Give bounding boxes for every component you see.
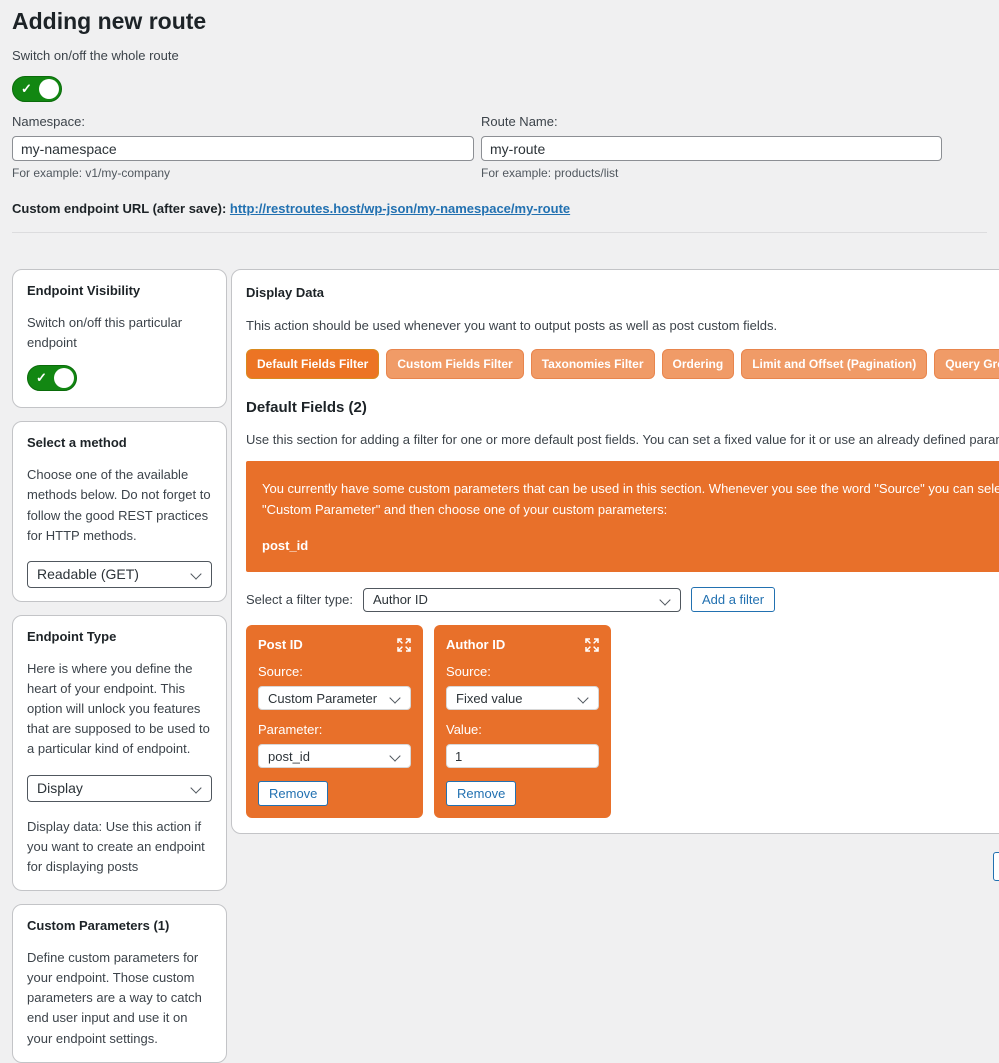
remove-endpoint-button[interactable]: Remove Endpoint [992, 852, 999, 882]
endpoint-type-description: Here is where you define the heart of yo… [27, 660, 210, 757]
filter-card-post-id: Post ID Source: [246, 625, 423, 819]
select-method-description: Choose one of the available methods belo… [27, 467, 211, 543]
tab-query-groups[interactable]: Query Groups [934, 349, 999, 379]
namespace-input[interactable] [12, 136, 474, 161]
endpoint-url-label: Custom endpoint URL (after save): [12, 201, 227, 216]
default-fields-heading: Default Fields (2) [246, 399, 367, 416]
card-header: Post ID [258, 637, 411, 652]
custom-parameters-description: Define custom parameters for your endpoi… [27, 949, 202, 1046]
display-data-title: Display Data [246, 285, 325, 300]
source-select-value: Custom Parameter [268, 690, 378, 706]
route-toggle-description: Switch on/off the whole route [12, 48, 179, 63]
default-fields-description: Use this section for adding a filter for… [246, 432, 999, 447]
route-name-input[interactable] [481, 136, 942, 161]
endpoint-url-line: Custom endpoint URL (after save): http:/… [12, 201, 987, 216]
filter-picker-row: Select a filter type: Author ID Add a fi… [246, 587, 999, 613]
content-columns: Endpoint Visibility Switch on/off this p… [12, 269, 999, 1063]
select-method-title: Select a method [27, 435, 127, 451]
namespace-label: Namespace: [12, 114, 85, 129]
route-name-label: Route Name: [481, 114, 558, 129]
value-input[interactable] [446, 744, 599, 769]
main-column: Display Data This action should be used … [231, 269, 999, 882]
card-title: Author ID [446, 637, 506, 653]
toggle-knob [54, 368, 74, 389]
endpoint-visibility-toggle[interactable]: ✓ [27, 365, 77, 392]
remove-endpoint-row: Remove Endpoint [231, 852, 999, 882]
route-enabled-toggle[interactable]: ✓ [12, 76, 62, 102]
custom-parameters-panel: Custom Parameters (1) Define custom para… [12, 903, 227, 1063]
display-data-description: This action should be used whenever you … [246, 318, 778, 333]
method-select[interactable]: Readable (GET) [27, 560, 212, 588]
tab-limit-offset-pagination[interactable]: Limit and Offset (Pagination) [741, 349, 928, 379]
header-divider [12, 232, 987, 233]
filter-cards: Post ID Source: [246, 625, 999, 819]
endpoint-type-panel: Endpoint Type Here is where you define t… [12, 614, 227, 891]
tab-taxonomies-filter[interactable]: Taxonomies Filter [530, 349, 655, 379]
custom-parameters-notice: You currently have some custom parameter… [246, 461, 999, 573]
value-label: Value: [446, 722, 482, 738]
route-form: Namespace: For example: v1/my-company Ro… [12, 114, 987, 180]
tab-ordering[interactable]: Ordering [661, 349, 735, 379]
source-label: Source: [258, 664, 303, 680]
method-select-value: Readable (GET) [37, 566, 139, 583]
remove-filter-button[interactable]: Remove [446, 781, 517, 807]
endpoint-type-title: Endpoint Type [27, 628, 117, 644]
endpoint-type-hint: Display data: Use this action if you wan… [27, 818, 205, 874]
expand-icon[interactable] [585, 638, 599, 652]
filter-type-select-value: Author ID [372, 592, 428, 608]
filter-type-select[interactable]: Author ID [362, 587, 681, 612]
parameter-label: Parameter: [258, 722, 323, 738]
page-title: Adding new route [12, 8, 207, 34]
source-select[interactable]: Fixed value [446, 686, 599, 711]
check-icon: ✓ [36, 370, 47, 386]
route-name-hint: For example: products/list [481, 166, 619, 180]
custom-parameters-title: Custom Parameters (1) [27, 917, 170, 933]
display-data-panel: Display Data This action should be used … [231, 269, 999, 835]
endpoint-visibility-title: Endpoint Visibility [27, 283, 141, 298]
card-header: Author ID [446, 637, 599, 652]
endpoint-type-select[interactable]: Display [27, 774, 212, 802]
route-name-field-group: Route Name: For example: products/list [481, 114, 942, 180]
namespace-field-group: Namespace: For example: v1/my-company [12, 114, 474, 180]
card-title: Post ID [258, 637, 303, 653]
tab-default-fields-filter[interactable]: Default Fields Filter [246, 349, 380, 379]
filter-card-author-id: Author ID Source: [434, 625, 611, 819]
filter-type-label: Select a filter type: [246, 592, 353, 608]
check-icon: ✓ [21, 81, 32, 96]
endpoint-type-select-value: Display [37, 780, 83, 797]
expand-icon[interactable] [397, 638, 411, 652]
select-method-panel: Select a method Choose one of the availa… [12, 421, 227, 602]
endpoint-visibility-panel: Endpoint Visibility Switch on/off this p… [12, 269, 227, 409]
add-filter-button[interactable]: Add a filter [690, 587, 776, 613]
filter-tabs: Default Fields Filter Custom Fields Filt… [246, 349, 999, 379]
source-select[interactable]: Custom Parameter [258, 686, 411, 711]
remove-filter-button[interactable]: Remove [258, 781, 329, 807]
settings-sidebar: Endpoint Visibility Switch on/off this p… [12, 269, 227, 1063]
parameter-select[interactable]: post_id [258, 744, 411, 769]
namespace-hint: For example: v1/my-company [12, 166, 171, 180]
notice-parameter-name: post_id [262, 537, 309, 553]
endpoint-visibility-description: Switch on/off this particular endpoint [27, 315, 183, 351]
tab-custom-fields-filter[interactable]: Custom Fields Filter [386, 349, 524, 379]
toggle-knob [39, 79, 59, 99]
endpoint-url-link[interactable]: http://restroutes.host/wp-json/my-namesp… [229, 201, 571, 216]
source-select-value: Fixed value [456, 690, 523, 706]
source-label: Source: [446, 664, 491, 680]
notice-text: You currently have some custom parameter… [262, 481, 999, 518]
parameter-select-value: post_id [268, 748, 310, 764]
